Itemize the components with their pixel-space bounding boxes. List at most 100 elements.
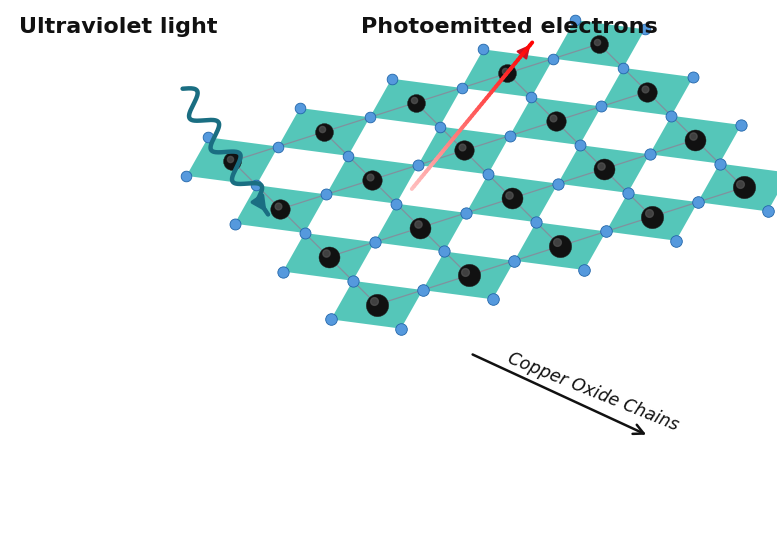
Point [277,267,289,276]
Polygon shape [462,49,553,97]
Polygon shape [698,164,777,211]
Point [503,131,516,140]
Point [643,150,656,159]
Point [617,64,629,72]
Polygon shape [510,97,601,145]
Point [761,207,774,215]
Point [598,165,610,173]
Point [224,154,236,163]
Point [318,127,330,136]
Polygon shape [514,222,606,270]
Point [508,256,521,265]
Point [639,25,651,33]
Point [552,179,564,188]
Point [486,295,499,303]
Point [646,212,658,221]
Polygon shape [650,116,741,164]
Point [594,161,607,170]
Point [455,143,468,152]
Polygon shape [331,281,423,329]
Point [368,238,381,247]
Polygon shape [326,156,418,204]
Point [322,253,335,261]
Point [180,172,193,180]
Point [593,39,605,48]
Polygon shape [606,193,698,241]
Point [347,276,359,285]
Point [503,191,515,199]
Point [692,198,704,206]
Point [368,296,380,305]
Point [364,172,376,181]
Polygon shape [278,108,370,156]
Point [250,181,263,190]
Point [298,228,311,237]
Point [412,161,424,170]
Point [591,37,603,46]
Point [409,98,422,107]
Point [501,69,514,78]
Point [459,267,472,276]
Point [547,114,559,123]
Polygon shape [558,145,650,193]
Point [294,104,306,112]
Point [477,45,490,53]
Point [482,170,494,179]
Point [364,113,376,122]
Text: Ultraviolet light: Ultraviolet light [19,17,218,37]
Polygon shape [283,233,375,281]
Point [734,179,747,188]
Point [395,325,407,333]
Point [272,142,284,151]
Polygon shape [553,20,645,68]
Point [686,132,699,140]
Point [530,218,542,226]
Point [385,75,398,83]
Text: Copper Oxide Chains: Copper Oxide Chains [505,349,681,435]
Point [549,117,562,125]
Text: Photoemitted electrons: Photoemitted electrons [361,17,658,37]
Point [438,247,451,256]
Polygon shape [235,185,326,233]
Point [595,102,608,111]
Point [713,159,726,168]
Point [319,249,332,258]
Point [665,111,678,120]
Polygon shape [370,79,462,126]
Point [274,205,287,213]
Polygon shape [601,68,693,116]
Point [272,202,284,211]
Point [735,120,747,129]
Point [569,16,581,24]
Polygon shape [418,126,510,174]
Point [407,96,420,104]
Point [228,219,241,228]
Point [670,237,682,245]
Point [462,271,475,280]
Point [325,315,337,323]
Point [455,84,468,92]
Point [600,227,612,236]
Point [499,66,511,75]
Point [506,194,518,202]
Point [366,176,378,184]
Polygon shape [466,174,558,222]
Point [202,133,214,141]
Point [226,157,239,166]
Point [371,300,383,309]
Point [460,208,472,217]
Point [641,87,653,96]
Point [689,136,702,144]
Point [573,141,586,150]
Point [687,73,699,82]
Point [342,152,354,160]
Polygon shape [375,204,466,252]
Point [315,125,328,134]
Point [622,188,634,197]
Point [578,266,591,274]
Point [525,93,538,102]
Point [434,122,446,131]
Point [643,208,655,217]
Point [547,55,559,63]
Point [390,199,402,208]
